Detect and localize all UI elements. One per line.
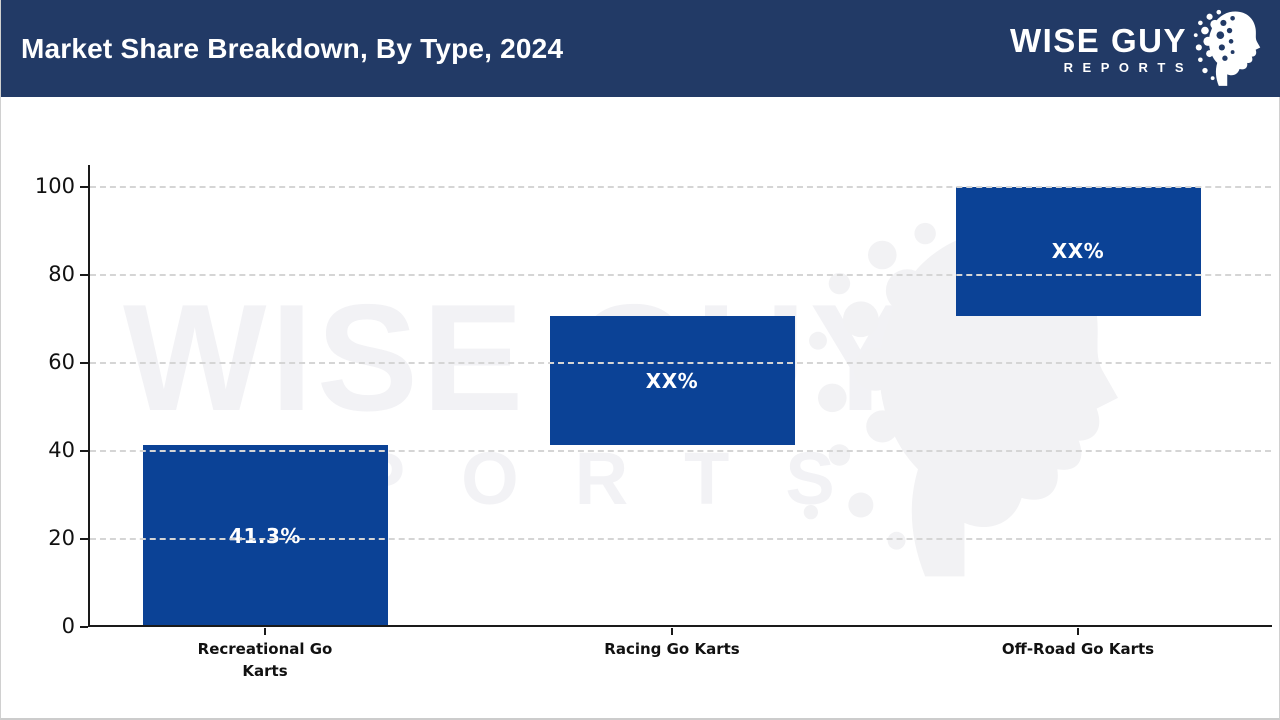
x-axis-line xyxy=(88,625,1272,627)
y-tick-mark-60 xyxy=(80,362,88,364)
x-tick-mark xyxy=(1077,628,1079,635)
logo-wordmark: WISE GUY xyxy=(1009,22,1187,59)
x-axis-category-label: Off-Road Go Karts xyxy=(1001,640,1155,658)
wise-guy-reports-logo: WISE GUY REPORTS xyxy=(1010,6,1267,92)
y-tick-label-40: 40 xyxy=(48,438,75,462)
y-tick-label-80: 80 xyxy=(48,262,75,286)
plot-area: 0 20 40 60 80 100 41.3% Recreational Go Karts XX… xyxy=(1,97,1280,720)
bar-segment: XX% xyxy=(549,315,795,446)
y-tick-label-100: 100 xyxy=(34,174,75,198)
bar-value-label: XX% xyxy=(1051,239,1105,264)
gridline-y-60 xyxy=(90,362,1271,364)
logo-subtitle: REPORTS xyxy=(1063,60,1193,75)
x-tick-mark xyxy=(264,628,266,635)
gridline-y-100 xyxy=(90,186,1271,188)
y-tick-label-60: 60 xyxy=(48,350,75,374)
y-tick-mark-80 xyxy=(80,274,88,276)
x-tick-mark xyxy=(671,628,673,635)
y-tick-label-0: 0 xyxy=(61,614,75,638)
logo-text: WISE GUY REPORTS xyxy=(1010,24,1187,74)
y-tick-mark-40 xyxy=(80,450,88,452)
chart-title: Market Share Breakdown, By Type, 2024 xyxy=(21,32,564,64)
gridline-y-40 xyxy=(90,450,1271,452)
header-bar: Market Share Breakdown, By Type, 2024 WI… xyxy=(1,0,1280,97)
bar-segment: 41.3% xyxy=(142,445,388,627)
gridline-y-20 xyxy=(90,538,1271,540)
gridline-y-80 xyxy=(90,274,1271,276)
bar-value-label: XX% xyxy=(645,368,699,393)
logo-head-icon xyxy=(1193,9,1261,86)
x-axis-category-label: Recreational Go Karts xyxy=(197,640,333,680)
y-tick-label-20: 20 xyxy=(48,526,75,550)
x-axis-category-label: Racing Go Karts xyxy=(604,640,740,658)
y-axis-line xyxy=(88,165,90,626)
y-tick-mark-100 xyxy=(80,186,88,188)
bar-segment: XX% xyxy=(955,187,1201,316)
bar-value-label: 41.3% xyxy=(229,524,301,549)
y-tick-mark-20 xyxy=(80,538,88,540)
y-tick-mark-0 xyxy=(80,626,88,628)
